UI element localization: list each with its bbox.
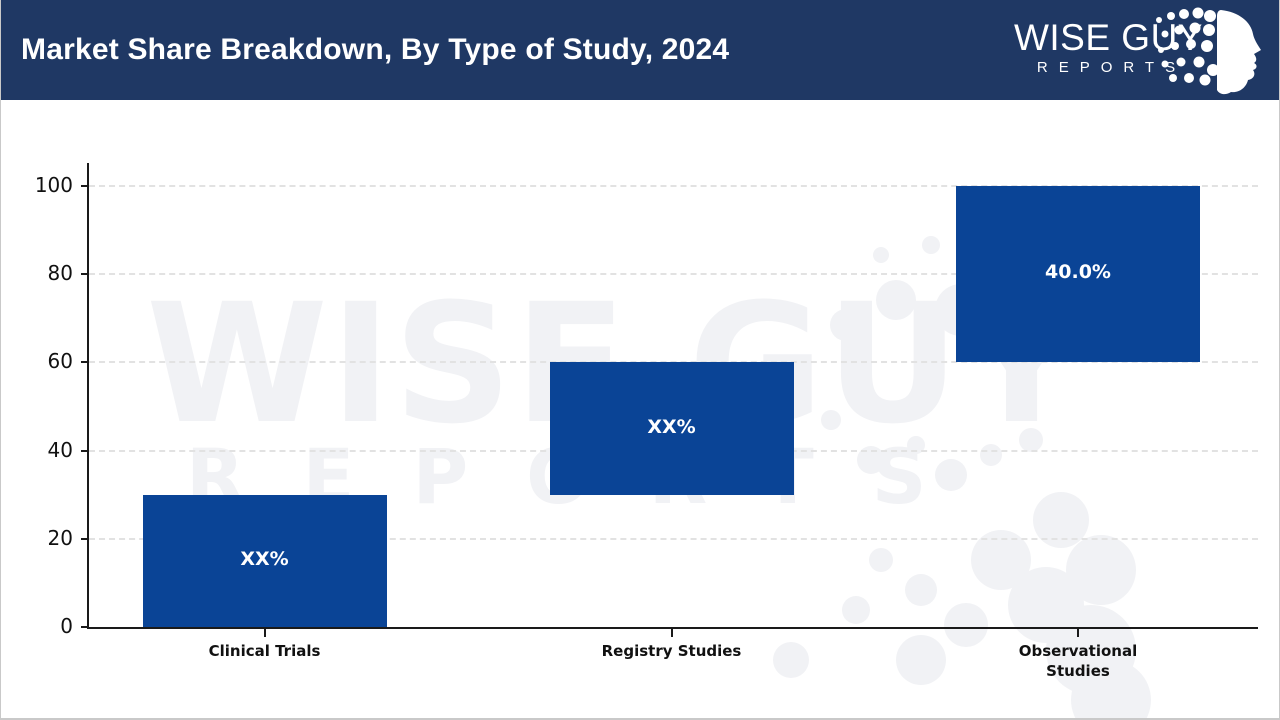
logo: WISE GUY REPORTS bbox=[1014, 0, 1273, 100]
x-tick-label: Registry Studies bbox=[601, 642, 742, 660]
x-tick-label: Clinical Trials bbox=[208, 642, 321, 660]
y-tick-mark bbox=[81, 537, 89, 540]
y-tick-mark bbox=[81, 449, 89, 452]
logo-reports-text: REPORTS bbox=[1036, 59, 1187, 76]
gridline bbox=[89, 537, 1258, 540]
y-tick-mark bbox=[81, 361, 89, 364]
bar-value-label: 40.0% bbox=[1045, 261, 1111, 284]
bar-segment bbox=[142, 494, 387, 627]
x-axis-line bbox=[87, 627, 1258, 629]
bar-value-label: XX% bbox=[647, 415, 696, 438]
logo-wordmark: WISE GUY REPORTS bbox=[1013, 17, 1203, 77]
page-title: Market Share Breakdown, By Type of Study… bbox=[21, 33, 730, 66]
y-tick-mark bbox=[81, 273, 89, 276]
bar-segment bbox=[956, 186, 1200, 363]
y-tick-label: 40 bbox=[47, 437, 73, 462]
header-bar: Market Share Breakdown, By Type of Study… bbox=[1, 0, 1279, 100]
logo-head-icon bbox=[1156, 7, 1261, 95]
y-axis-line bbox=[87, 163, 89, 629]
y-tick-label: 0 bbox=[60, 614, 73, 638]
y-tick-label: 100 bbox=[34, 173, 73, 197]
y-tick-label: 60 bbox=[47, 349, 73, 374]
bar-value-label: XX% bbox=[240, 547, 289, 570]
x-tick-mark bbox=[263, 629, 266, 637]
bar-segment bbox=[549, 362, 794, 495]
y-tick-label: 80 bbox=[47, 261, 73, 286]
y-tick-label: 20 bbox=[47, 525, 73, 550]
logo-wiseguy-text: WISE GUY bbox=[1013, 17, 1203, 58]
x-tick-mark bbox=[1077, 629, 1079, 637]
gridline bbox=[89, 273, 1258, 276]
y-tick-mark bbox=[81, 626, 89, 628]
gridline bbox=[89, 185, 1258, 187]
x-tick-label: Observational Studies bbox=[1018, 642, 1138, 680]
x-tick-mark bbox=[670, 629, 673, 637]
y-tick-mark bbox=[81, 185, 89, 187]
